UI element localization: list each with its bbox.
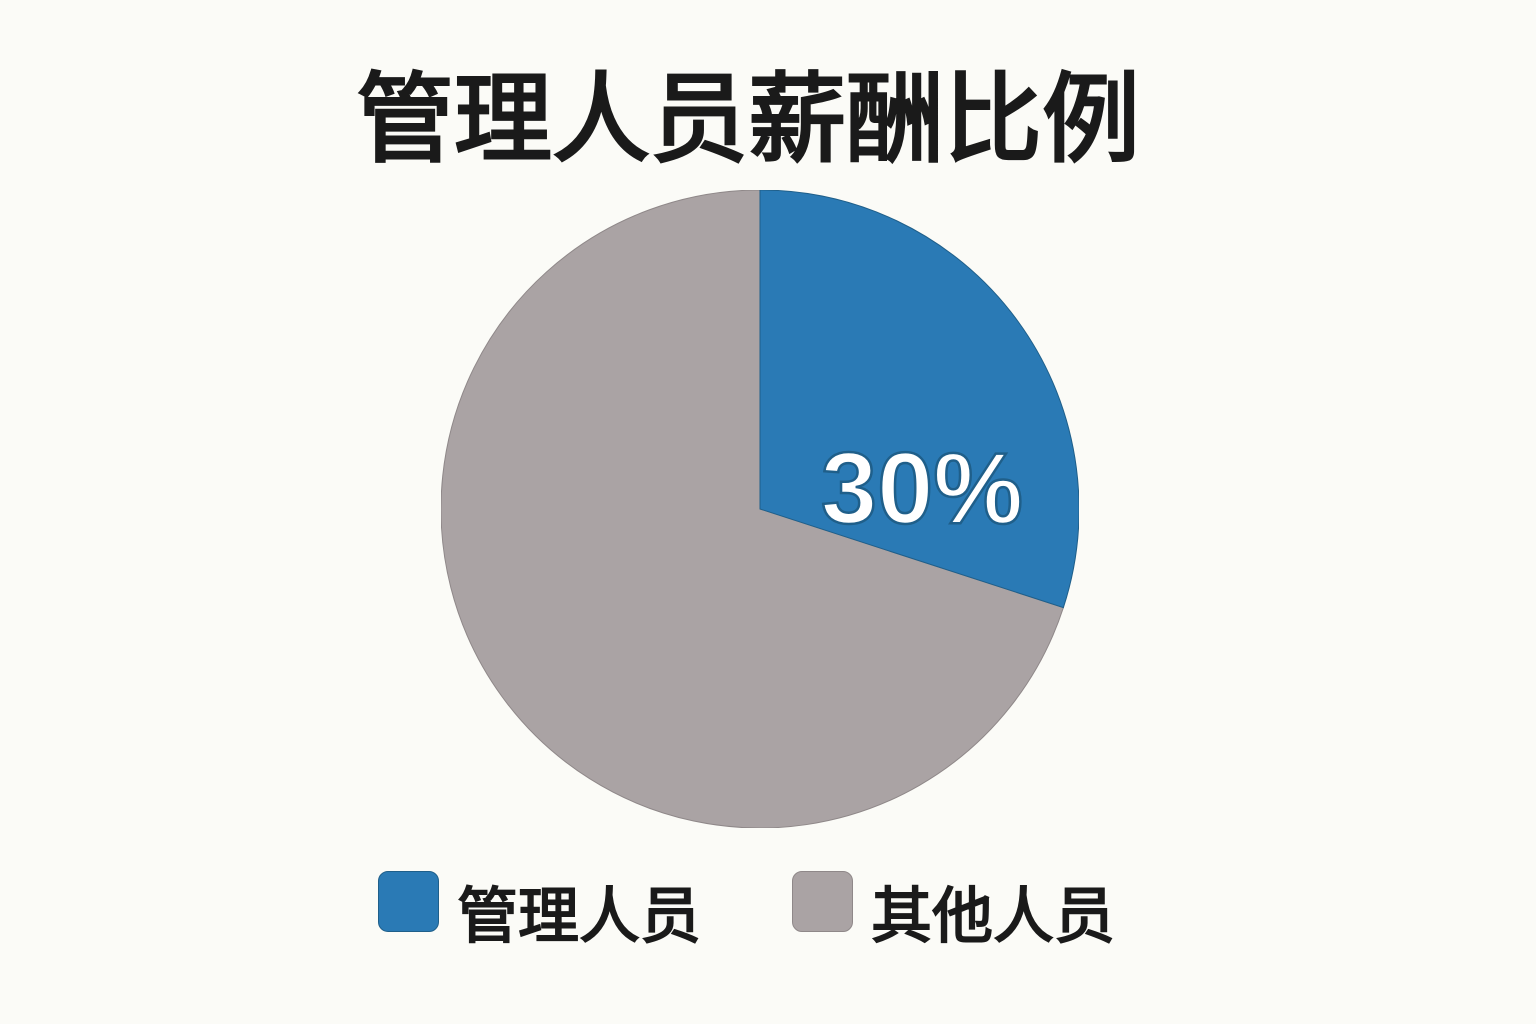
svg-text:30%: 30% [821,433,1023,545]
